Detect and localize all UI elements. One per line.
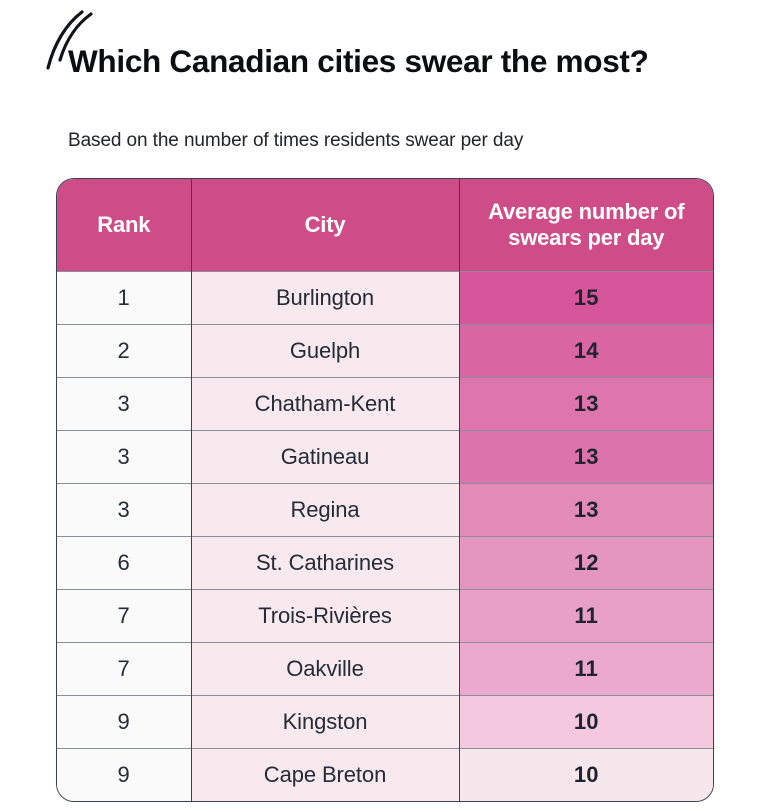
ranking-table: Rank City Average number of swears per d… [57, 179, 713, 801]
column-header-city: City [191, 179, 460, 272]
cell-city: Regina [191, 483, 460, 537]
table-row: 2 Guelph 14 [57, 324, 713, 378]
table-row: 7 Trois-Rivières 11 [57, 589, 713, 643]
cell-city: Trois-Rivières [191, 589, 460, 643]
column-header-value-label: Average number of swears per day [488, 199, 685, 250]
table-row: 9 Cape Breton 10 [57, 748, 713, 801]
table-row: 3 Chatham-Kent 13 [57, 377, 713, 431]
table-row: 9 Kingston 10 [57, 695, 713, 749]
cell-value: 10 [459, 695, 713, 749]
cell-city: Chatham-Kent [191, 377, 460, 431]
cell-value: 12 [459, 536, 713, 590]
cell-rank: 9 [57, 748, 192, 801]
cell-rank: 3 [57, 430, 192, 484]
cell-city: St. Catharines [191, 536, 460, 590]
cell-rank: 9 [57, 695, 192, 749]
column-header-value: Average number of swears per day [459, 179, 713, 272]
cell-value: 15 [459, 271, 713, 325]
cell-city: Gatineau [191, 430, 460, 484]
table-body: 1 Burlington 15 2 Guelph 14 3 Chatham-Kent 13 3 Ga… [57, 271, 713, 801]
page-subtitle: Based on the number of times residents s… [68, 130, 524, 151]
cell-value: 10 [459, 748, 713, 801]
cell-value: 13 [459, 430, 713, 484]
cell-rank: 1 [57, 271, 192, 325]
page-title: Which Canadian cities swear the most? [68, 43, 649, 79]
table-header-row: Rank City Average number of swears per d… [57, 179, 713, 272]
cell-rank: 7 [57, 589, 192, 643]
table-header: Rank City Average number of swears per d… [57, 179, 713, 272]
column-header-city-label: City [304, 212, 346, 237]
cell-value: 11 [459, 642, 713, 696]
cell-city: Oakville [191, 642, 460, 696]
cell-value: 14 [459, 324, 713, 378]
cell-value: 13 [459, 377, 713, 431]
table-row: 7 Oakville 11 [57, 642, 713, 696]
column-header-rank-label: Rank [97, 212, 151, 237]
table-row: 3 Gatineau 13 [57, 430, 713, 484]
table-row: 1 Burlington 15 [57, 271, 713, 325]
ranking-table-container: Rank City Average number of swears per d… [56, 178, 714, 802]
cell-city: Cape Breton [191, 748, 460, 801]
table-row: 3 Regina 13 [57, 483, 713, 537]
cell-value: 13 [459, 483, 713, 537]
cell-value: 11 [459, 589, 713, 643]
table-row: 6 St. Catharines 12 [57, 536, 713, 590]
cell-city: Burlington [191, 271, 460, 325]
cell-rank: 3 [57, 483, 192, 537]
cell-rank: 2 [57, 324, 192, 378]
cell-rank: 7 [57, 642, 192, 696]
column-header-rank: Rank [57, 179, 192, 272]
cell-city: Guelph [191, 324, 460, 378]
cell-city: Kingston [191, 695, 460, 749]
cell-rank: 3 [57, 377, 192, 431]
cell-rank: 6 [57, 536, 192, 590]
